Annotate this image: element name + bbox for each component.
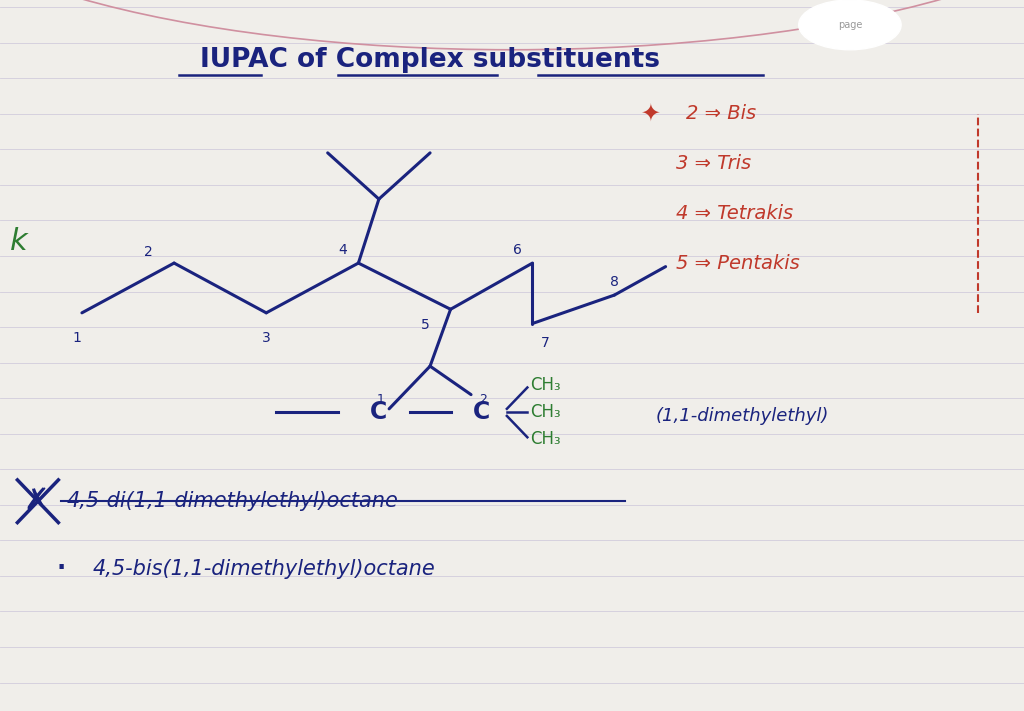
Text: 2: 2 [479, 393, 487, 406]
Text: 4,5-di(1,1-dimethylethyl)octane: 4,5-di(1,1-dimethylethyl)octane [67, 491, 398, 511]
Text: 5: 5 [421, 318, 429, 332]
Text: ·: · [55, 547, 68, 590]
Text: 3 ⇒ Tris: 3 ⇒ Tris [676, 154, 751, 173]
Text: C: C [473, 400, 489, 424]
Text: k: k [9, 228, 28, 256]
Text: 4: 4 [339, 243, 347, 257]
Text: 5 ⇒ Pentakis: 5 ⇒ Pentakis [676, 254, 800, 272]
Text: 8: 8 [610, 275, 618, 289]
Ellipse shape [799, 0, 901, 50]
Text: C: C [371, 400, 387, 424]
Text: 4 ⇒ Tetrakis: 4 ⇒ Tetrakis [676, 204, 793, 223]
Text: ✦: ✦ [640, 102, 660, 126]
Text: CH₃: CH₃ [530, 402, 561, 421]
Text: 7: 7 [541, 336, 549, 351]
Text: 1: 1 [377, 393, 385, 406]
Text: CH₃: CH₃ [530, 430, 561, 449]
Text: page: page [838, 20, 862, 30]
Text: 1: 1 [73, 331, 81, 345]
Text: 2: 2 [144, 245, 153, 260]
Text: 2 ⇒ Bis: 2 ⇒ Bis [686, 105, 756, 123]
Text: CH₃: CH₃ [530, 376, 561, 395]
Text: (1,1-dimethylethyl): (1,1-dimethylethyl) [655, 407, 828, 425]
Text: 3: 3 [262, 331, 270, 345]
Text: 6: 6 [513, 243, 521, 257]
Text: IUPAC of Complex substituents: IUPAC of Complex substituents [200, 48, 660, 73]
Text: ✗: ✗ [24, 487, 48, 515]
Text: 4,5-bis(1,1-dimethylethyl)octane: 4,5-bis(1,1-dimethylethyl)octane [92, 559, 435, 579]
